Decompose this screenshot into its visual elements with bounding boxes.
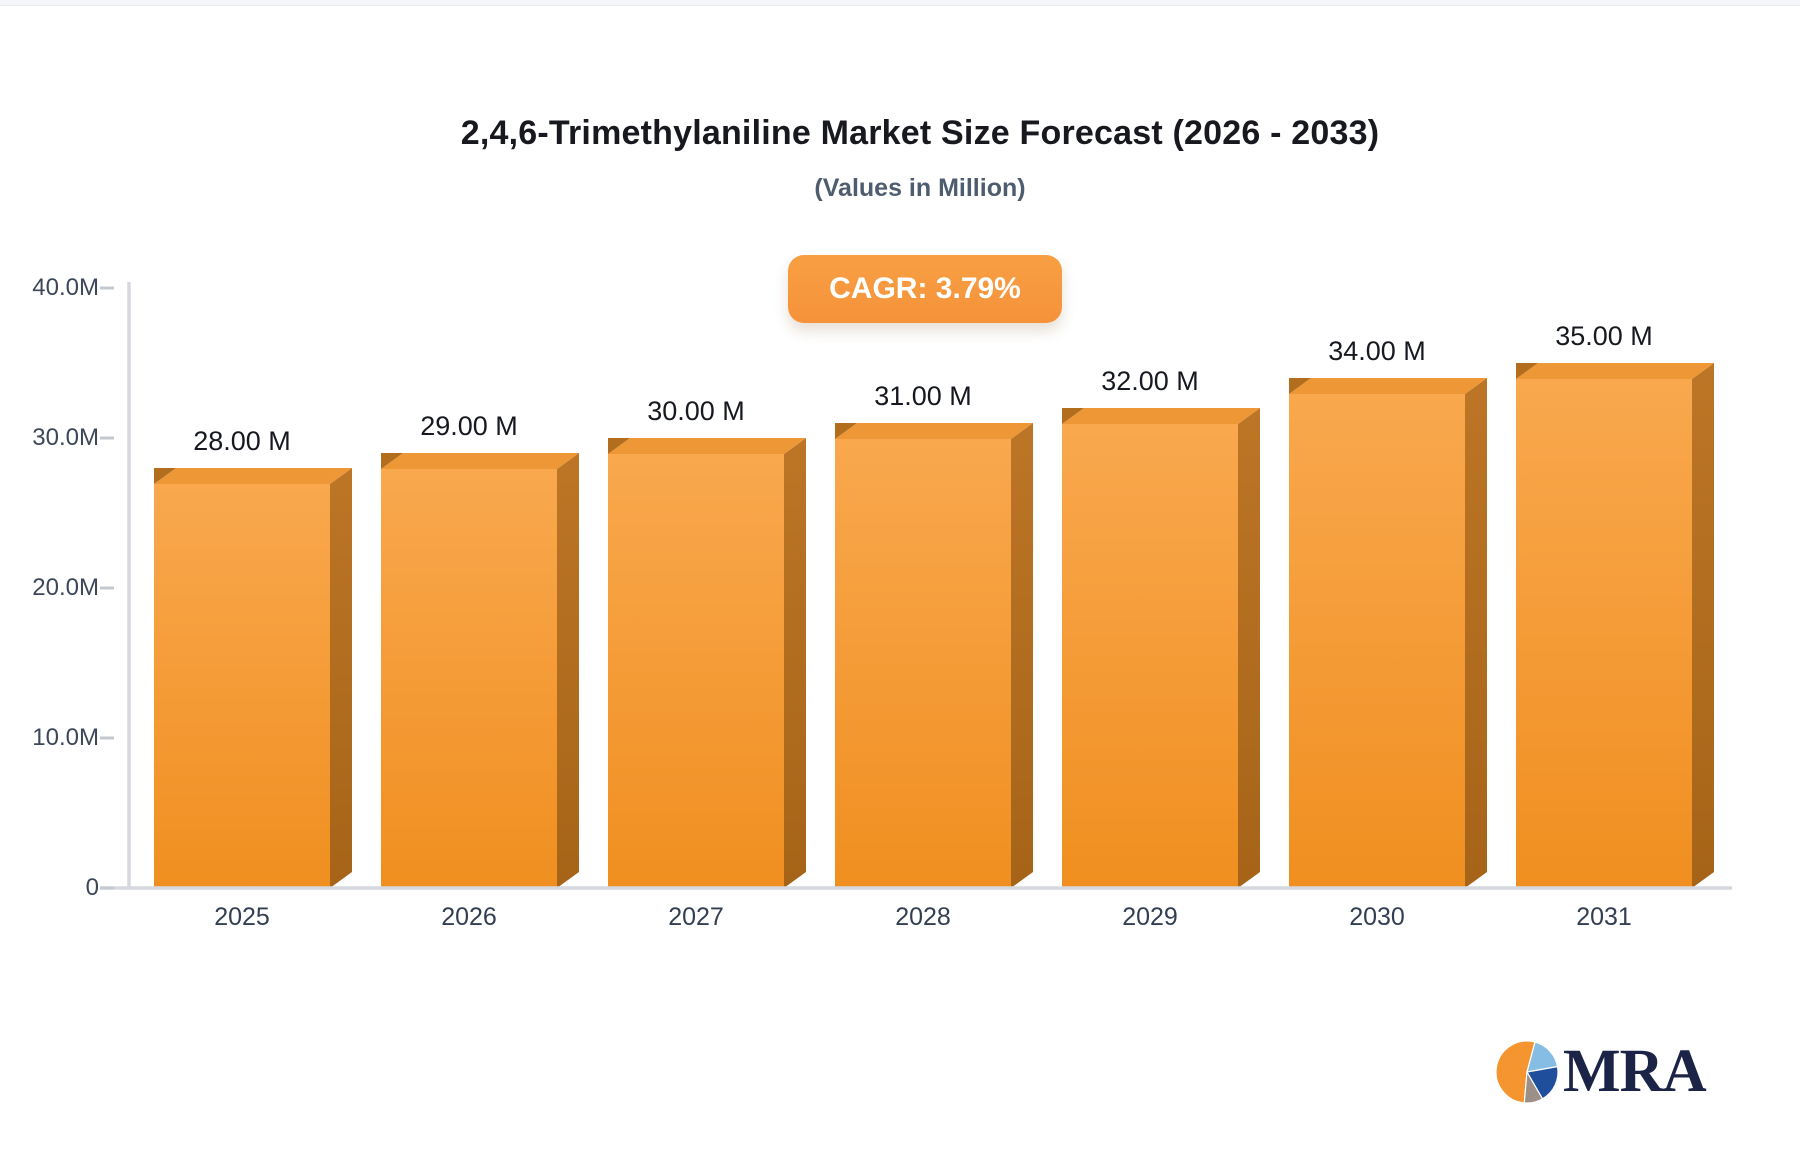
page-subtitle: (Values in Million) [814,174,1026,202]
company-logo[interactable]: MRA [1494,1038,1707,1106]
bar-front-face [1062,424,1238,888]
bar-right-face [1465,378,1487,888]
logo-text: MRA [1563,1038,1707,1105]
bar-right-face [1238,408,1260,888]
bar-2030 [1289,378,1487,888]
gray-slice [1523,1070,1544,1104]
bar-right-face [330,468,352,888]
bar-left-wedge [381,453,403,469]
bar-top-face [381,453,579,469]
top-border [0,0,1800,6]
bar-top-face [1516,363,1714,379]
bar-2029 [1062,408,1260,888]
bar-2027 [608,438,806,888]
x-tick-label-2025: 2025 [214,903,270,931]
bar-front-face [608,454,784,888]
bar-top-face [608,438,806,454]
bars-layer [154,363,1714,888]
cagr-badge: CAGR: 3.79% [788,255,1062,323]
bar-value-label-2025: 28.00 M [193,426,291,456]
bar-value-label-2030: 34.00 M [1328,336,1426,366]
x-tick-label-2030: 2030 [1349,903,1405,931]
bar-value-label-2028: 31.00 M [874,381,972,411]
bar-front-face [835,439,1011,888]
bar-left-wedge [835,423,857,439]
bar-right-face [1692,363,1714,888]
bar-value-label-2027: 30.00 M [647,396,745,426]
bar-top-face [1289,378,1487,394]
y-tick-label-20.0M: 20.0M [32,574,99,601]
bar-value-label-2031: 35.00 M [1555,321,1653,351]
bar-front-face [381,469,557,888]
bar-2028 [835,423,1033,888]
bar-left-wedge [1289,378,1311,394]
x-tick-label-2026: 2026 [441,903,497,931]
pie-chart-logo-icon [1495,1040,1559,1104]
axis-layer [100,282,1732,890]
bar-left-wedge [608,438,630,454]
bar-value-label-2026: 29.00 M [420,411,518,441]
bar-2026 [381,453,579,888]
bar-front-face [1516,379,1692,888]
bar-value-label-2029: 32.00 M [1101,366,1199,396]
bar-top-face [835,423,1033,439]
y-tick-label-0: 0 [85,874,99,901]
bar-2031 [1516,363,1714,888]
bar-2025 [154,468,352,888]
x-tick-label-2031: 2031 [1576,903,1632,931]
bar-left-wedge [1062,408,1084,424]
x-tick-label-2028: 2028 [895,903,951,931]
bar-top-face [154,468,352,484]
bar-left-wedge [154,468,176,484]
bar-front-face [1289,394,1465,888]
y-tick-label-30.0M: 30.0M [32,424,99,451]
bar-right-face [784,438,806,888]
dark-blue-slice [1526,1065,1559,1100]
bar-front-face [154,484,330,888]
y-tick-label-40.0M: 40.0M [32,274,99,301]
bar-top-face [1062,408,1260,424]
bar-left-wedge [1516,363,1538,379]
y-tick-label-10.0M: 10.0M [32,724,99,751]
x-tick-label-2027: 2027 [668,903,724,931]
bar-right-face [557,453,579,888]
page-title: 2,4,6-Trimethylaniline Market Size Forec… [460,114,1380,152]
bar-right-face [1011,423,1033,888]
x-tick-label-2029: 2029 [1122,903,1178,931]
